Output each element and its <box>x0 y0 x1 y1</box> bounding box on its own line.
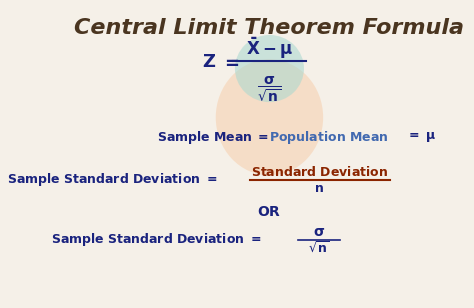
Text: $\mathbf{OR}$: $\mathbf{OR}$ <box>257 205 282 219</box>
Text: $\mathbf{Sample\ Standard\ Deviation\ =\ }$: $\mathbf{Sample\ Standard\ Deviation\ =\… <box>7 172 218 188</box>
Text: $\mathbf{Population\ Mean}$: $\mathbf{Population\ Mean}$ <box>269 129 389 146</box>
Text: $\mathbf{\bar{X} - \mu}$: $\mathbf{\bar{X} - \mu}$ <box>246 36 293 61</box>
Text: $\mathbf{\dfrac{\sigma}{\sqrt{n}}}$: $\mathbf{\dfrac{\sigma}{\sqrt{n}}}$ <box>257 75 282 104</box>
Text: $\mathbf{\sigma}$: $\mathbf{\sigma}$ <box>313 225 325 239</box>
Text: $\mathbf{\ =\ \mu}$: $\mathbf{\ =\ \mu}$ <box>402 130 436 144</box>
Text: $\mathbf{\sqrt{n}}$: $\mathbf{\sqrt{n}}$ <box>308 241 330 256</box>
Text: $\mathbf{n}$: $\mathbf{n}$ <box>314 182 324 195</box>
Text: Central Limit Theorem Formula: Central Limit Theorem Formula <box>74 18 465 38</box>
Text: $\mathbf{Sample\ Standard\ Deviation\ =\ }$: $\mathbf{Sample\ Standard\ Deviation\ =\… <box>52 231 262 248</box>
Text: $\mathbf{Z}$: $\mathbf{Z}$ <box>201 53 216 71</box>
Ellipse shape <box>216 59 323 175</box>
Text: $\mathbf{Standard\ Deviation}$: $\mathbf{Standard\ Deviation}$ <box>251 165 388 179</box>
Text: $\mathbf{Sample\ Mean\ =\ }$: $\mathbf{Sample\ Mean\ =\ }$ <box>157 129 269 146</box>
Ellipse shape <box>235 35 304 102</box>
Text: $\mathbf{=}$: $\mathbf{=}$ <box>221 53 240 71</box>
